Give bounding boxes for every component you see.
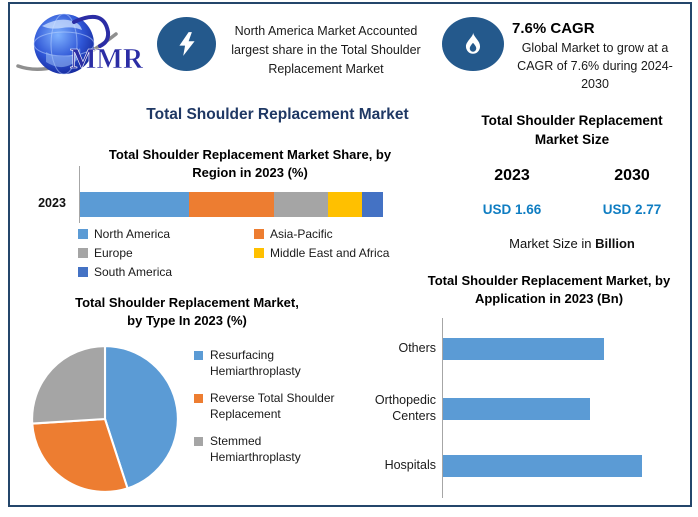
- legend-item: North America: [78, 227, 254, 241]
- lightning-badge: [157, 17, 216, 71]
- year-2023: 2023: [494, 167, 530, 184]
- caption-text: Market Size in: [509, 236, 596, 251]
- legend-marker: [194, 437, 203, 447]
- legend-label: North America: [94, 227, 171, 241]
- flame-icon: [465, 32, 481, 54]
- legend-label: Europe: [94, 246, 133, 260]
- bar-label-others: Others: [398, 341, 436, 356]
- legend-marker: [78, 248, 88, 258]
- market-size-caption: Market Size in Billion: [452, 236, 692, 251]
- legend-marker: [194, 394, 203, 404]
- legend-item: Reverse Total Shoulder Replacement: [194, 391, 344, 422]
- legend-item: Stemmed Hemiarthroplasty: [194, 434, 344, 465]
- bar-segment-north-america: [80, 192, 190, 217]
- title-line: Application in 2023 (Bn): [474, 291, 624, 307]
- bar-label-hospitals: Hospitals: [384, 458, 436, 473]
- legend-item: Resurfacing Hemiarthroplasty: [194, 348, 344, 379]
- title-line: Market Size: [534, 131, 610, 147]
- market-size-years: 2023 2030: [452, 167, 692, 185]
- bar-segment-europe: [273, 192, 329, 217]
- cagr-title: 7.6% CAGR: [512, 20, 595, 37]
- pie-slice-stemmed-hemiarthroplasty: [31, 345, 107, 425]
- title-line: Total Shoulder Replacement Market Share,…: [108, 147, 392, 162]
- year-2030: 2030: [614, 167, 650, 184]
- bar-track: [443, 398, 642, 420]
- legend-label: Reverse Total Shoulder Replacement: [210, 391, 335, 421]
- application-chart-title: Total Shoulder Replacement Market, by Ap…: [408, 272, 690, 308]
- type-pie-chart: [31, 345, 179, 493]
- bar-hospitals: [443, 455, 642, 477]
- globe-icon: MMR: [16, 13, 144, 75]
- bar-others: [443, 338, 605, 360]
- type-pie-legend: Resurfacing Hemiarthroplasty Reverse Tot…: [194, 348, 344, 466]
- legend-marker: [78, 229, 88, 239]
- highlight-region-text: North America Market Accounted largest s…: [231, 24, 421, 76]
- bar-orthopedic-centers: [443, 398, 591, 420]
- legend-label: South America: [94, 265, 173, 279]
- lightning-icon: [178, 32, 195, 56]
- legend-marker: [78, 267, 88, 277]
- pie-slice-reverse-total-shoulder-replacement: [31, 417, 129, 493]
- legend-label: Asia-Pacific: [270, 227, 333, 241]
- legend-label: Resurfacing Hemiarthroplasty: [210, 348, 301, 378]
- bar-segment-south-america: [361, 192, 383, 217]
- region-chart-title: Total Shoulder Replacement Market Share,…: [75, 146, 425, 182]
- legend-marker: [194, 351, 203, 360]
- bar-track: [443, 455, 642, 477]
- main-title: Total Shoulder Replacement Market: [146, 106, 409, 123]
- value-2023: USD 1.66: [482, 202, 542, 217]
- bar-segment-asia-pacific: [189, 192, 274, 217]
- type-chart-title: Total Shoulder Replacement Market, by Ty…: [28, 294, 346, 330]
- title-line: Total Shoulder Replacement: [481, 113, 663, 128]
- market-size-title: Total Shoulder Replacement Market Size: [452, 112, 692, 150]
- region-category-label: 2023: [38, 196, 66, 210]
- mmr-logo: MMR: [12, 6, 154, 80]
- cagr-text: Global Market to grow at a CAGR of 7.6% …: [517, 41, 673, 92]
- highlight-cagr-block: 7.6% CAGR Global Market to grow at a CAG…: [506, 20, 684, 93]
- caption-bold: Billion: [595, 236, 635, 251]
- bar-track: [443, 338, 642, 360]
- region-stacked-bar: [80, 192, 383, 217]
- legend-item: South America: [78, 265, 254, 279]
- pie-slice-resurfacing-hemiarthroplasty: [103, 345, 179, 490]
- bar-label-orthopedic-centers: Orthopedic Centers: [374, 393, 436, 423]
- legend-label: Stemmed Hemiarthroplasty: [210, 434, 301, 464]
- legend-item: Europe: [78, 246, 254, 260]
- flame-badge: [442, 17, 504, 71]
- legend-marker: [254, 248, 264, 258]
- bar-segment-middle-east-and-africa: [328, 192, 362, 217]
- title-line: Region in 2023 (%): [192, 165, 308, 181]
- legend-label: Middle East and Africa: [270, 246, 390, 260]
- legend-item: Middle East and Africa: [254, 246, 423, 260]
- title-line: Total Shoulder Replacement Market, by: [427, 273, 671, 288]
- value-2030: USD 2.77: [602, 202, 662, 217]
- application-y-axis: [442, 318, 443, 498]
- market-size-values: USD 1.66 USD 2.77: [452, 202, 692, 217]
- region-y-axis: [79, 166, 80, 223]
- logo-text: MMR: [70, 44, 144, 75]
- title-line: Total Shoulder Replacement Market,: [75, 295, 299, 310]
- region-legend: North America Asia-Pacific Europe Middle…: [78, 227, 423, 279]
- legend-marker: [254, 229, 264, 239]
- legend-item: Asia-Pacific: [254, 227, 423, 241]
- title-line: by Type In 2023 (%): [127, 313, 247, 329]
